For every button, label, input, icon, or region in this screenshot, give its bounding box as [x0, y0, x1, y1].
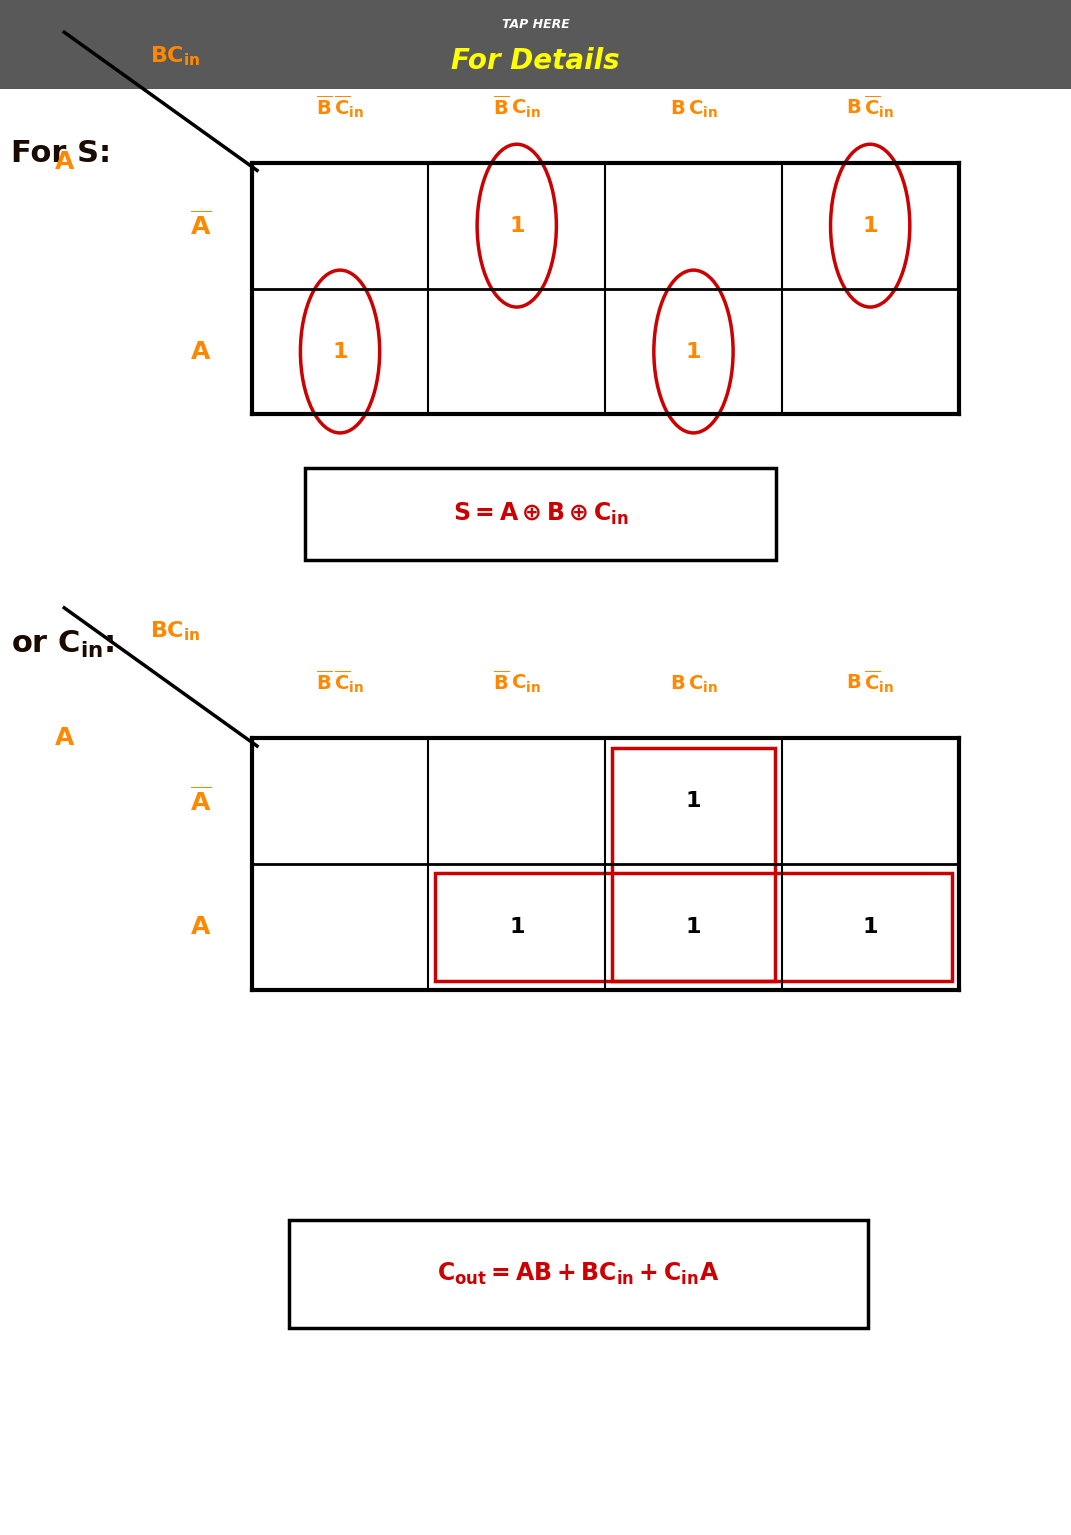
Text: $\mathbf{S = A \oplus B \oplus C_{in}}$: $\mathbf{S = A \oplus B \oplus C_{in}}$ [453, 500, 629, 528]
Text: $\overline{\mathbf{B}}\,\mathbf{C}_{\mathbf{in}}$: $\overline{\mathbf{B}}\,\mathbf{C}_{\mat… [493, 94, 541, 120]
Text: $\overline{\mathbf{B}}\,\overline{\mathbf{C}}_{\mathbf{in}}$: $\overline{\mathbf{B}}\,\overline{\mathb… [316, 669, 364, 695]
Bar [289, 1220, 868, 1328]
Text: $\overline{\mathbf{B}}\,\overline{\mathbf{C}}_{\mathbf{in}}$: $\overline{\mathbf{B}}\,\overline{\mathb… [316, 94, 364, 120]
Text: $\mathbf{B}\,\overline{\mathbf{C}}_{\mathbf{in}}$: $\mathbf{B}\,\overline{\mathbf{C}}_{\mat… [846, 94, 894, 120]
Text: $\mathbf{BC_{in}}$: $\mathbf{BC_{in}}$ [150, 45, 200, 68]
Text: $\mathbf{A}$: $\mathbf{A}$ [190, 339, 211, 364]
Text: 1: 1 [332, 341, 348, 362]
Text: 1: 1 [685, 341, 702, 362]
Text: For Details: For Details [451, 46, 620, 75]
Text: $\mathbf{B}\,\mathbf{C}_{\mathbf{in}}$: $\mathbf{B}\,\mathbf{C}_{\mathbf{in}}$ [669, 674, 718, 695]
Text: 1: 1 [509, 215, 525, 236]
Bar [0, 0, 1071, 89]
Text: $\mathbf{C_{out} = AB + BC_{in} + C_{in}A}$: $\mathbf{C_{out} = AB + BC_{in} + C_{in}… [437, 1260, 720, 1288]
Bar [612, 748, 775, 981]
Text: 1: 1 [685, 791, 702, 812]
Text: $\overline{\mathbf{A}}$: $\overline{\mathbf{A}}$ [190, 787, 211, 815]
Text: $\mathbf{A}$: $\mathbf{A}$ [54, 726, 75, 751]
Text: $\overline{\mathbf{B}}\,\mathbf{C}_{\mathbf{in}}$: $\overline{\mathbf{B}}\,\mathbf{C}_{\mat… [493, 669, 541, 695]
Text: 1: 1 [862, 916, 878, 938]
Text: For S:: For S: [11, 140, 110, 167]
Text: 1: 1 [685, 916, 702, 938]
Text: $\mathbf{A}$: $\mathbf{A}$ [54, 150, 75, 175]
Bar [435, 873, 952, 981]
Text: 1: 1 [509, 916, 525, 938]
Text: $\mathbf{B}\,\mathbf{C}_{\mathbf{in}}$: $\mathbf{B}\,\mathbf{C}_{\mathbf{in}}$ [669, 98, 718, 120]
Bar [305, 468, 776, 560]
Text: $\mathbf{B}\,\overline{\mathbf{C}}_{\mathbf{in}}$: $\mathbf{B}\,\overline{\mathbf{C}}_{\mat… [846, 669, 894, 695]
Text: 1: 1 [862, 215, 878, 236]
Text: $\mathbf{BC_{in}}$: $\mathbf{BC_{in}}$ [150, 620, 200, 643]
Text: $\mathbf{A}$: $\mathbf{A}$ [190, 915, 211, 939]
Text: or $\mathbf{C_{in}}$:: or $\mathbf{C_{in}}$: [11, 629, 115, 660]
Text: TAP HERE: TAP HERE [501, 18, 570, 31]
Text: $\overline{\mathbf{A}}$: $\overline{\mathbf{A}}$ [190, 212, 211, 239]
